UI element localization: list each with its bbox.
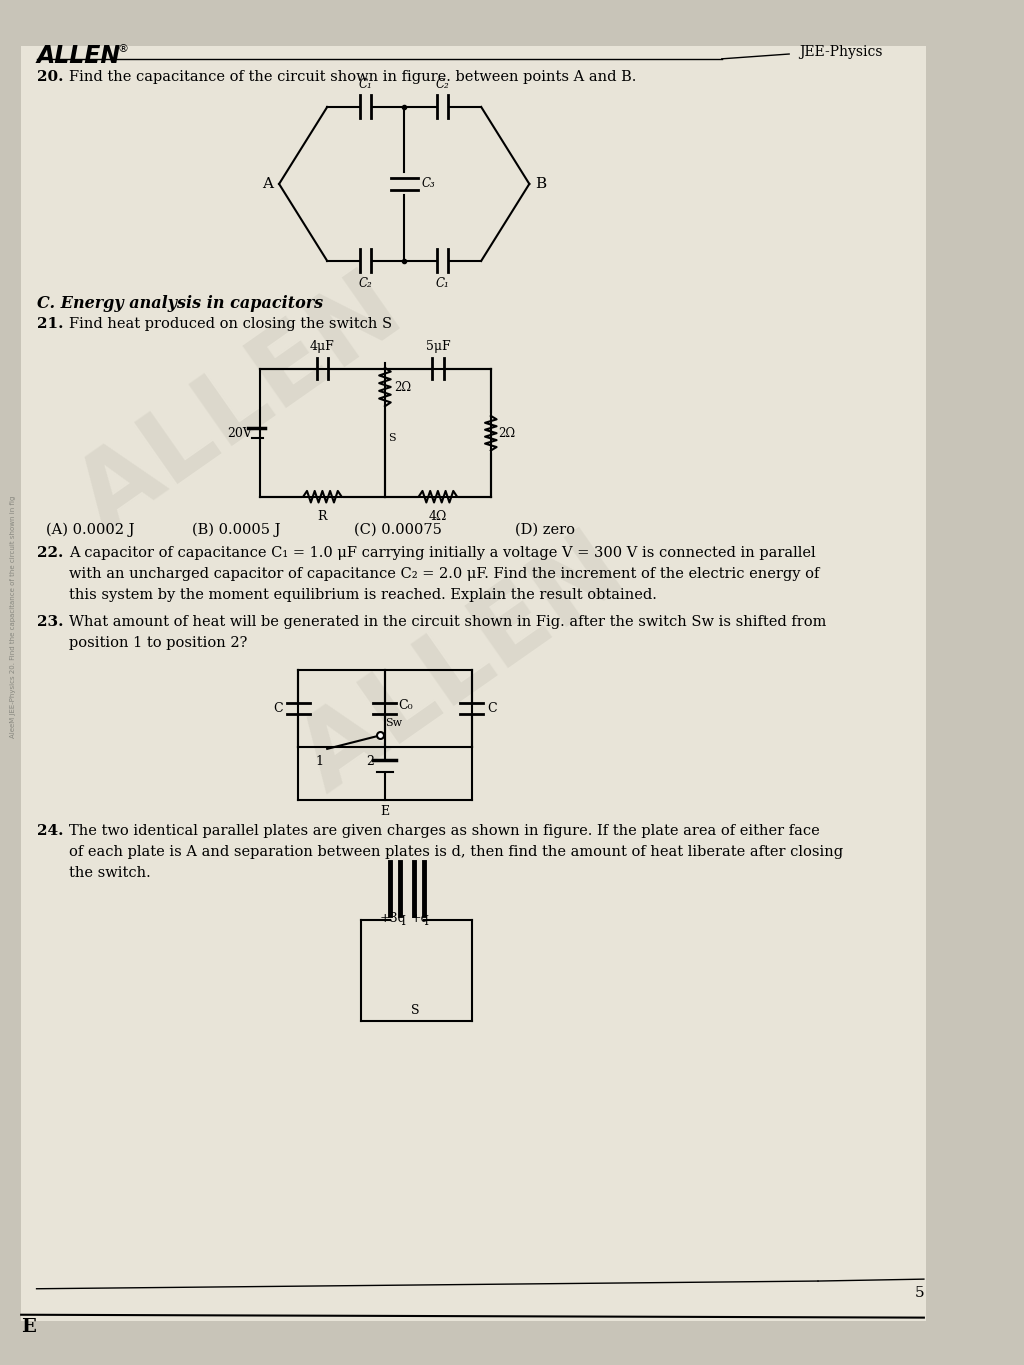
- Text: Find heat produced on closing the switch S: Find heat produced on closing the switch…: [70, 317, 392, 330]
- Text: C. Energy analysis in capacitors: C. Energy analysis in capacitors: [37, 295, 323, 311]
- Text: with an uncharged capacitor of capacitance C₂ = 2.0 μF. Find the increment of th: with an uncharged capacitor of capacitan…: [70, 566, 819, 581]
- Text: ALLEN: ALLEN: [59, 258, 422, 553]
- Text: 20V: 20V: [227, 427, 252, 440]
- Text: AleeM JEE-Physics 20. Find the capacitance of the circuit shown in fig: AleeM JEE-Physics 20. Find the capacitan…: [10, 495, 16, 738]
- Text: the switch.: the switch.: [70, 867, 152, 880]
- Text: 4μF: 4μF: [310, 340, 335, 354]
- Text: 24.: 24.: [37, 824, 63, 838]
- Text: What amount of heat will be generated in the circuit shown in Fig. after the swi: What amount of heat will be generated in…: [70, 616, 826, 629]
- Text: E: E: [22, 1317, 36, 1335]
- Text: +3q: +3q: [379, 912, 407, 925]
- Text: 22.: 22.: [37, 546, 62, 560]
- Text: Sw: Sw: [385, 718, 402, 728]
- Text: 23.: 23.: [37, 616, 63, 629]
- Text: 2: 2: [367, 755, 375, 767]
- Text: C₁: C₁: [358, 78, 373, 90]
- Text: C₁: C₁: [436, 277, 450, 291]
- Text: 21.: 21.: [37, 317, 63, 330]
- Text: S: S: [412, 1005, 420, 1017]
- Text: The two identical parallel plates are given charges as shown in figure. If the p: The two identical parallel plates are gi…: [70, 824, 820, 838]
- Text: (B) 0.0005 J: (B) 0.0005 J: [193, 523, 281, 536]
- Text: C₂: C₂: [436, 78, 450, 90]
- Text: 4Ω: 4Ω: [429, 511, 447, 523]
- Text: (D) zero: (D) zero: [515, 523, 574, 536]
- Text: A: A: [262, 177, 273, 191]
- Text: ALLEN: ALLEN: [281, 517, 643, 814]
- Text: C: C: [487, 702, 497, 715]
- Text: R: R: [317, 511, 327, 523]
- Text: 20.: 20.: [37, 71, 63, 85]
- Text: 5: 5: [914, 1286, 924, 1301]
- Text: of each plate is A and separation between plates is d, then find the amount of h: of each plate is A and separation betwee…: [70, 845, 844, 859]
- Text: C₀: C₀: [398, 699, 413, 713]
- Text: A capacitor of capacitance C₁ = 1.0 μF carrying initially a voltage V = 300 V is: A capacitor of capacitance C₁ = 1.0 μF c…: [70, 546, 816, 560]
- Text: JEE-Physics: JEE-Physics: [799, 45, 883, 59]
- Text: (C) 0.00075: (C) 0.00075: [354, 523, 442, 536]
- Text: Find the capacitance of the circuit shown in figure. between points A and B.: Find the capacitance of the circuit show…: [70, 71, 637, 85]
- Text: 2Ω: 2Ω: [499, 427, 516, 440]
- Text: this system by the moment equilibrium is reached. Explain the result obtained.: this system by the moment equilibrium is…: [70, 588, 657, 602]
- Text: 1: 1: [315, 755, 324, 767]
- Text: C: C: [273, 702, 283, 715]
- Text: C₂: C₂: [358, 277, 373, 291]
- Text: position 1 to position 2?: position 1 to position 2?: [70, 636, 248, 650]
- Text: E: E: [380, 805, 389, 818]
- Text: B: B: [536, 177, 546, 191]
- Text: +q: +q: [411, 912, 429, 925]
- Text: C₃: C₃: [422, 177, 435, 191]
- Text: 5μF: 5μF: [426, 340, 451, 354]
- Text: S: S: [388, 433, 395, 444]
- Text: 2Ω: 2Ω: [394, 381, 412, 393]
- Text: ®: ®: [118, 45, 128, 55]
- Text: ALLEN: ALLEN: [37, 45, 121, 68]
- Text: (A) 0.0002 J: (A) 0.0002 J: [46, 523, 135, 536]
